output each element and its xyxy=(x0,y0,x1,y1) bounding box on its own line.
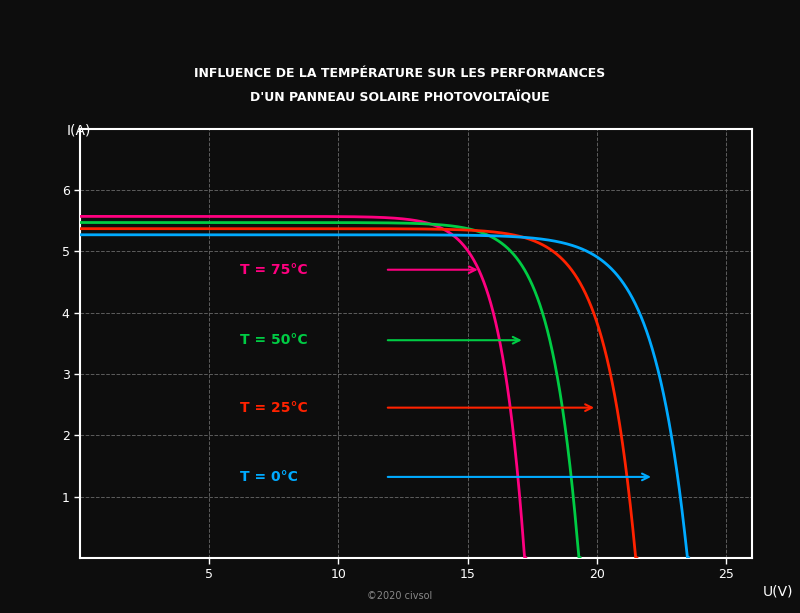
Text: T = 25°C: T = 25°C xyxy=(240,401,308,414)
Text: T = 0°C: T = 0°C xyxy=(240,470,298,484)
Text: U(V): U(V) xyxy=(762,585,793,598)
Text: ©2020 civsol: ©2020 civsol xyxy=(367,591,433,601)
Text: T = 75°C: T = 75°C xyxy=(240,263,308,276)
Text: I(A): I(A) xyxy=(67,124,91,138)
Text: INFLUENCE DE LA TEMPÉRATURE SUR LES PERFORMANCES: INFLUENCE DE LA TEMPÉRATURE SUR LES PERF… xyxy=(194,67,606,80)
Text: T = 50°C: T = 50°C xyxy=(240,333,308,347)
Text: D'UN PANNEAU SOLAIRE PHOTOVOLTAÏQUE: D'UN PANNEAU SOLAIRE PHOTOVOLTAÏQUE xyxy=(250,91,550,104)
